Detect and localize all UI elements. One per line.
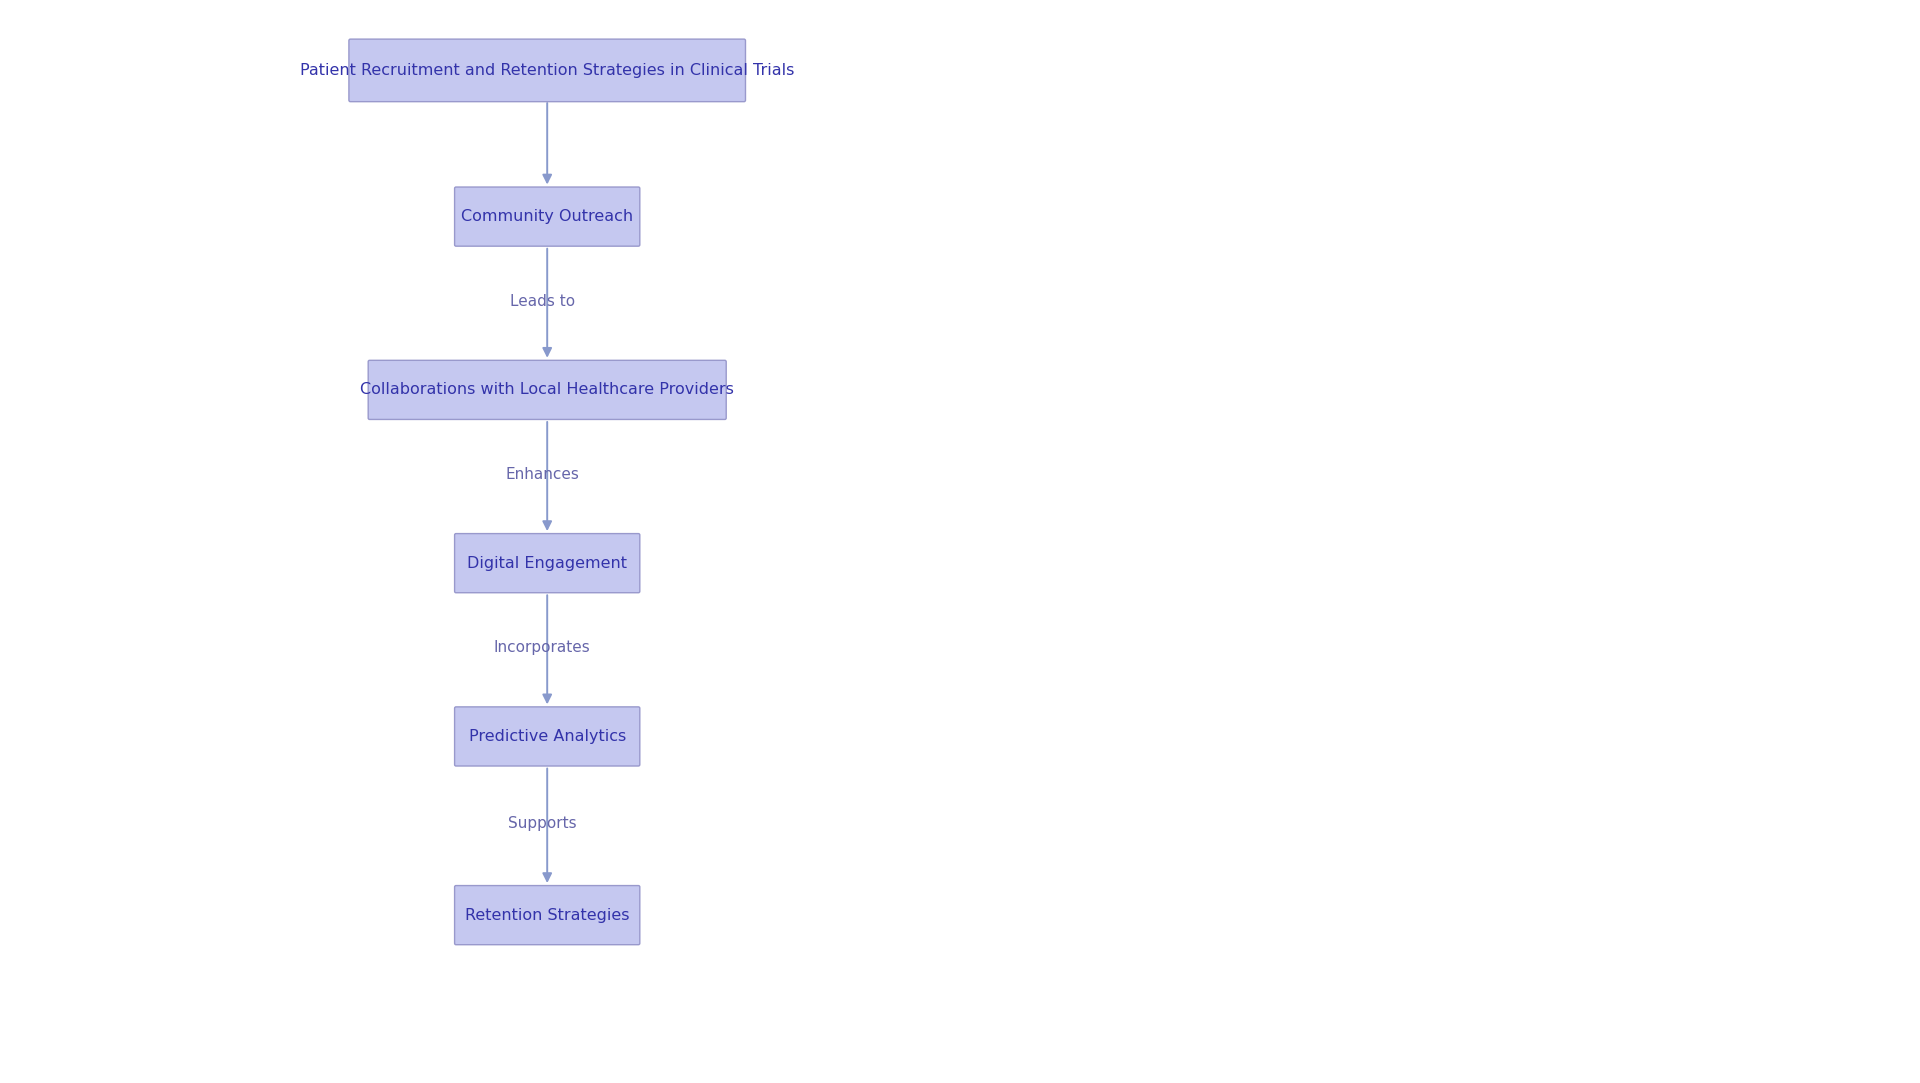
Text: Enhances: Enhances xyxy=(505,467,580,482)
Text: Collaborations with Local Healthcare Providers: Collaborations with Local Healthcare Pro… xyxy=(361,382,733,397)
Text: Patient Recruitment and Retention Strategies in Clinical Trials: Patient Recruitment and Retention Strate… xyxy=(300,63,795,78)
Text: Digital Engagement: Digital Engagement xyxy=(467,556,628,571)
FancyBboxPatch shape xyxy=(455,707,639,766)
Text: Incorporates: Incorporates xyxy=(493,640,591,655)
Text: Supports: Supports xyxy=(509,815,576,831)
FancyBboxPatch shape xyxy=(455,886,639,944)
FancyBboxPatch shape xyxy=(455,187,639,246)
Text: Predictive Analytics: Predictive Analytics xyxy=(468,729,626,744)
FancyBboxPatch shape xyxy=(455,534,639,592)
FancyBboxPatch shape xyxy=(349,39,745,102)
Text: Leads to: Leads to xyxy=(509,293,574,309)
Text: Retention Strategies: Retention Strategies xyxy=(465,908,630,923)
FancyBboxPatch shape xyxy=(369,361,726,419)
Text: Community Outreach: Community Outreach xyxy=(461,209,634,224)
